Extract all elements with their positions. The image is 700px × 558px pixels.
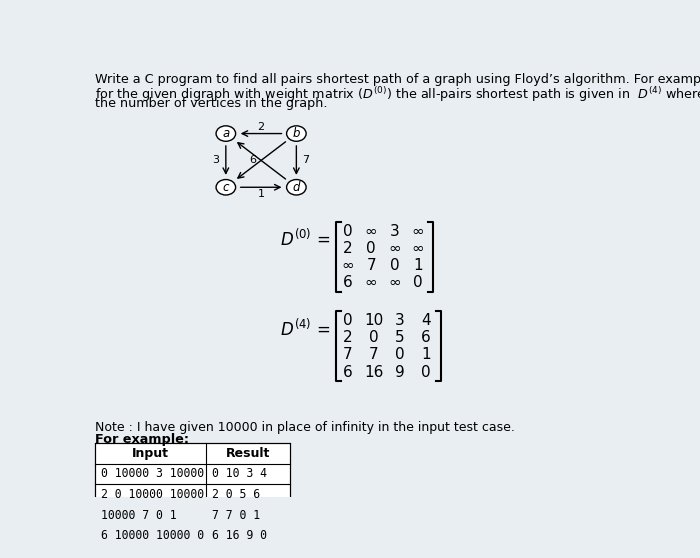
Text: 0 10 3 4: 0 10 3 4 (212, 468, 267, 480)
Text: 1: 1 (258, 189, 265, 199)
Text: 16: 16 (364, 364, 384, 379)
Circle shape (216, 126, 236, 141)
Text: 0: 0 (343, 224, 353, 239)
Text: b: b (293, 127, 300, 140)
Text: 10: 10 (364, 313, 384, 328)
Text: 0: 0 (390, 258, 400, 273)
Text: 7: 7 (369, 347, 379, 362)
Text: Note : I have given 10000 in place of infinity in the input test case.: Note : I have given 10000 in place of in… (94, 421, 514, 435)
Text: 1: 1 (413, 258, 423, 273)
Text: 6: 6 (343, 275, 353, 290)
Text: 3: 3 (213, 156, 220, 165)
Text: 6 10000 10000 0: 6 10000 10000 0 (101, 529, 204, 542)
Text: 7: 7 (343, 347, 353, 362)
Text: For example:: For example: (94, 433, 188, 446)
Text: 3: 3 (390, 224, 400, 239)
Text: ∞: ∞ (412, 240, 424, 256)
Text: ∞: ∞ (389, 275, 401, 290)
Text: Write a C program to find all pairs shortest path of a graph using Floyd’s algor: Write a C program to find all pairs shor… (94, 74, 700, 86)
Text: 10000 7 0 1: 10000 7 0 1 (101, 508, 176, 522)
Text: 6: 6 (421, 330, 431, 345)
Text: 4: 4 (421, 313, 430, 328)
Text: 7: 7 (366, 258, 376, 273)
Text: 7: 7 (302, 156, 309, 165)
Text: 0: 0 (413, 275, 423, 290)
Text: 7 7 0 1: 7 7 0 1 (212, 508, 260, 522)
Text: 3: 3 (395, 313, 405, 328)
FancyBboxPatch shape (94, 443, 290, 546)
Text: 0: 0 (395, 347, 405, 362)
Text: d: d (293, 181, 300, 194)
Text: ∞: ∞ (412, 224, 424, 239)
Circle shape (216, 180, 236, 195)
Text: 6: 6 (343, 364, 353, 379)
Text: 1: 1 (421, 347, 430, 362)
Text: 2: 2 (343, 330, 353, 345)
Text: 0: 0 (421, 364, 430, 379)
Text: ∞: ∞ (342, 258, 354, 273)
Text: ∞: ∞ (365, 224, 377, 239)
Text: for the given digraph with weight matrix ($D^{(0)}$) the all-pairs shortest path: for the given digraph with weight matrix… (94, 85, 700, 104)
Text: Result: Result (225, 447, 270, 460)
Text: $D^{(4)}$ =: $D^{(4)}$ = (280, 319, 330, 340)
Text: ∞: ∞ (389, 240, 401, 256)
Text: 5: 5 (395, 330, 405, 345)
Circle shape (286, 126, 306, 141)
Text: 0: 0 (366, 240, 376, 256)
Text: 2: 2 (258, 122, 265, 132)
Text: c: c (223, 181, 229, 194)
Text: 6: 6 (249, 156, 256, 165)
Text: 9: 9 (395, 364, 405, 379)
Text: 6 16 9 0: 6 16 9 0 (212, 529, 267, 542)
Text: 0: 0 (343, 313, 353, 328)
Text: the number of vertices in the graph.: the number of vertices in the graph. (94, 97, 327, 109)
Text: 0: 0 (369, 330, 379, 345)
Text: 2 0 5 6: 2 0 5 6 (212, 488, 260, 501)
Text: 2: 2 (343, 240, 353, 256)
Text: 2 0 10000 10000: 2 0 10000 10000 (101, 488, 204, 501)
Circle shape (286, 180, 306, 195)
Text: 0 10000 3 10000: 0 10000 3 10000 (101, 468, 204, 480)
Text: ∞: ∞ (365, 275, 377, 290)
Text: Input: Input (132, 447, 169, 460)
Text: $D^{(0)}$ =: $D^{(0)}$ = (280, 229, 330, 251)
Text: a: a (222, 127, 230, 140)
